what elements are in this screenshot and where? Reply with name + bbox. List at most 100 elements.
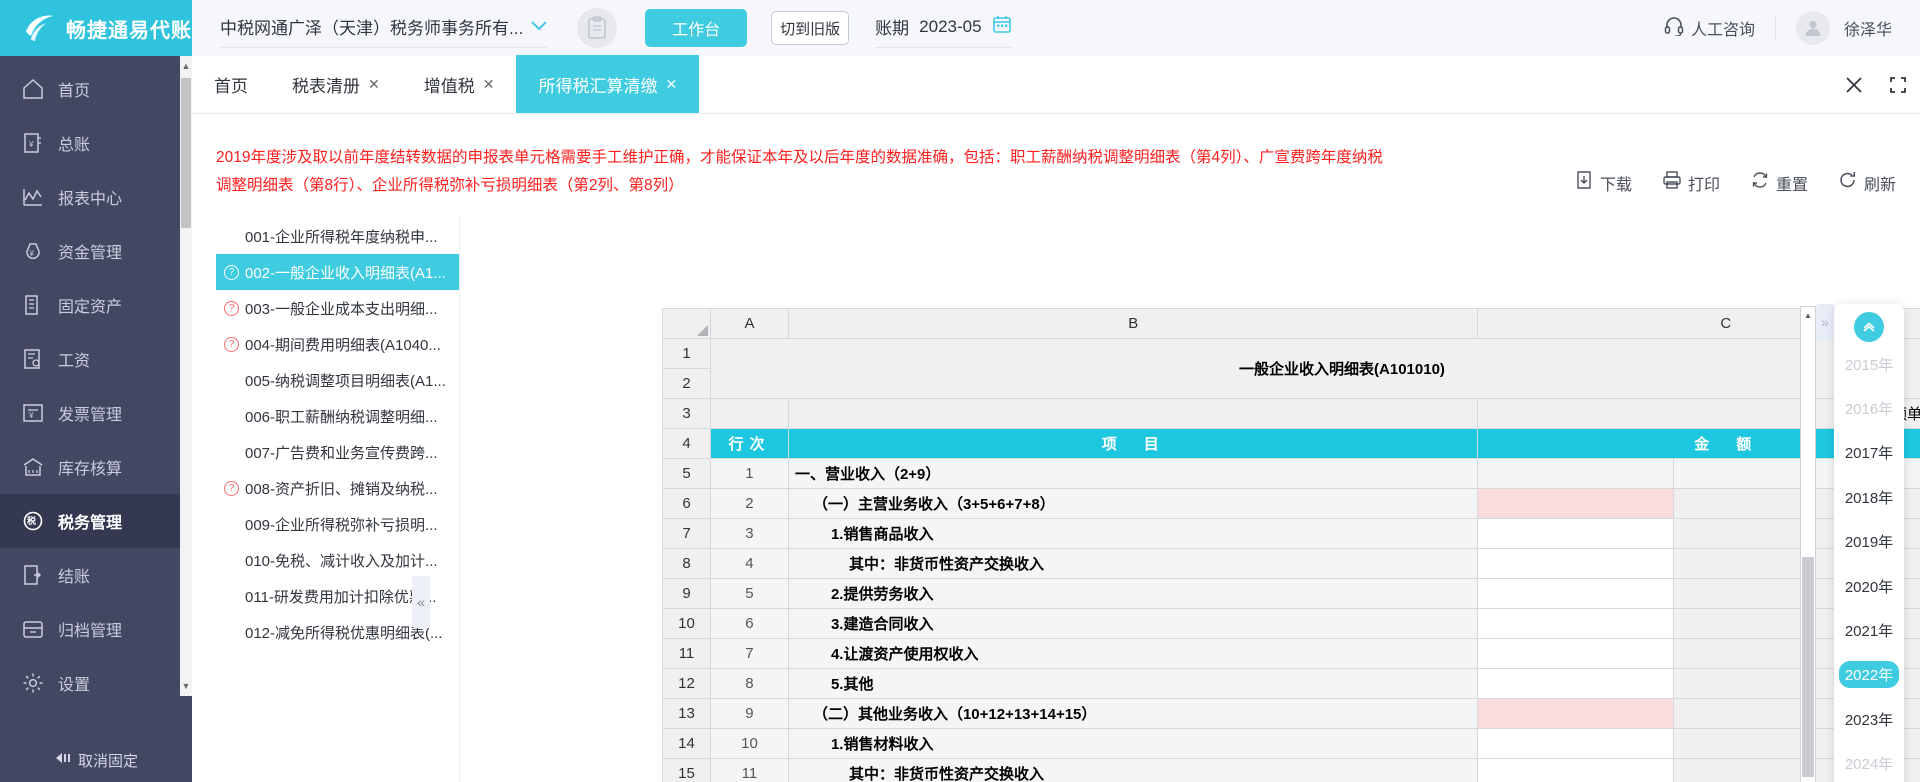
cell-item[interactable]: 其中：非货币性资产交换收入 [787,758,1479,782]
cell-row-no[interactable]: 2 [709,488,789,519]
tab-3[interactable]: 增值税 ✕ [402,55,517,113]
cell-item[interactable]: 一、营业收入（2+9） [787,458,1479,489]
consult-button[interactable]: 人工咨询 [1664,16,1755,41]
scrollbar-thumb[interactable] [1802,557,1814,777]
year-item-2[interactable]: 2016年 [1844,401,1894,419]
column-header-B[interactable]: B [787,308,1479,339]
row-header-14[interactable]: 14 [662,728,711,759]
page-vertical-scrollbar[interactable]: ▲ ▼ [1800,306,1816,782]
toolbar-重置[interactable]: 重置 [1750,170,1808,195]
collapse-form-list-button[interactable]: « [412,576,430,628]
cell-amount[interactable] [1477,488,1675,519]
year-item-7[interactable]: 2021年 [1844,623,1894,641]
row-header-5[interactable]: 5 [662,458,711,489]
cell-item[interactable]: 1.销售材料收入 [787,728,1479,759]
cell-row-no[interactable]: 10 [709,728,789,759]
cell-amount[interactable] [1477,458,1675,489]
cell-amount[interactable] [1477,638,1675,669]
year-item-9[interactable]: 2023年 [1844,711,1894,729]
period-selector[interactable]: 账期 2023-05 [875,8,1012,48]
sidebar-item-1[interactable]: 首页 [0,62,192,116]
form-list-item-4[interactable]: ? 004-期间费用明细表(A1040... [216,326,459,362]
cell-row-no[interactable]: 7 [709,638,789,669]
cell-amount[interactable] [1477,608,1675,639]
user-name[interactable]: 徐泽华 [1843,22,1892,39]
tab-close-icon[interactable]: ✕ [368,75,380,92]
sidebar-item-9[interactable]: 税 税务管理 [0,494,192,548]
tab-close-icon[interactable]: ✕ [482,75,495,92]
calendar-icon[interactable] [992,14,1012,39]
form-list-item-7[interactable]: 007-广告费和业务宣传费跨... [216,434,459,470]
scrollbar-thumb[interactable] [181,78,191,228]
toolbar-下载[interactable]: 下载 [1574,170,1632,195]
sidebar-item-7[interactable]: ¥ 发票管理 [0,386,192,440]
year-item-8[interactable]: 2022年 [1838,661,1900,689]
cell-item[interactable]: 其中：非货币性资产交换收入 [787,548,1479,579]
form-list-item-8[interactable]: ? 008-资产折旧、摊销及纳税... [216,470,459,506]
fullscreen-icon[interactable] [1876,56,1920,114]
sidebar-item-11[interactable]: 归档管理 [0,602,192,656]
expand-year-panel-button[interactable]: » [1816,304,1834,340]
tab-1[interactable]: 首页 [192,55,270,113]
select-all-corner[interactable] [662,308,711,339]
cell-item[interactable]: （二）其他业务收入（10+12+13+14+15） [787,698,1479,729]
form-list-item-12[interactable]: 012-减免所得税优惠明细表(... [216,614,459,650]
cell-row-no[interactable]: 3 [709,518,789,549]
cell-amount[interactable] [1477,578,1675,609]
cell-row-no[interactable]: 6 [709,608,789,639]
cell-item[interactable]: （一）主营业务收入（3+5+6+7+8） [787,488,1479,519]
sidebar-item-2[interactable]: ¥ 总账 [0,116,192,170]
year-item-4[interactable]: 2018年 [1844,489,1894,507]
row-header-8[interactable]: 8 [662,548,711,579]
cell-item[interactable]: 2.提供劳务收入 [787,578,1479,609]
switch-old-version-button[interactable]: 切到旧版 [771,11,850,45]
tab-close-icon[interactable]: ✕ [665,75,678,92]
row-header-4[interactable]: 4 [662,428,711,459]
cell-row-no[interactable]: 1 [709,458,789,489]
form-list-item-9[interactable]: 009-企业所得税弥补亏损明... [216,506,459,542]
sidebar-item-5[interactable]: 固定资产 [0,278,192,332]
row-header-2[interactable]: 2 [662,368,711,399]
sidebar-item-3[interactable]: 报表中心 [0,170,192,224]
unpin-sidebar-button[interactable]: 取消固定 [0,738,192,782]
header-row-no[interactable]: 行次 [709,428,789,459]
form-list-item-3[interactable]: ? 003-一般企业成本支出明细... [216,290,459,326]
row-header-9[interactable]: 9 [662,578,711,609]
close-icon[interactable] [1832,56,1876,114]
form-list-item-10[interactable]: 010-免税、减计收入及加计... [216,542,459,578]
scroll-down-arrow-icon[interactable]: ▼ [181,681,191,691]
cell-a3[interactable] [709,398,789,429]
sheet-title-cell[interactable]: 一般企业收入明细表(A101010) [709,338,1920,399]
avatar[interactable] [1795,11,1830,45]
year-item-5[interactable]: 2019年 [1844,534,1894,552]
row-header-6[interactable]: 6 [662,488,711,519]
company-selector[interactable]: 中税网通广泽（天津）税务师事务所有... [220,8,548,48]
row-header-7[interactable]: 7 [662,518,711,549]
sidebar-scrollbar[interactable]: ▲ ▼ [180,56,192,696]
document-icon[interactable] [577,8,618,48]
toolbar-打印[interactable]: 打印 [1662,170,1720,195]
sidebar-item-8[interactable]: 库存核算 [0,440,192,494]
cell-b3[interactable] [787,398,1479,429]
scroll-up-arrow-icon[interactable]: ▲ [181,61,191,71]
cell-item[interactable]: 3.建造合同收入 [787,608,1479,639]
cell-row-no[interactable]: 9 [709,698,789,729]
cell-row-no[interactable]: 4 [709,548,789,579]
cell-amount[interactable] [1477,758,1675,782]
column-header-A[interactable]: A [709,308,789,339]
form-list-item-2[interactable]: ? 002-一般企业收入明细表(A1... [216,254,459,290]
sidebar-item-4[interactable]: ¥ 资金管理 [0,224,192,278]
sidebar-item-10[interactable]: 结账 [0,548,192,602]
sidebar-item-12[interactable]: 设置 [0,656,192,696]
workbench-button[interactable]: 工作台 [645,9,748,47]
cell-amount[interactable] [1477,728,1675,759]
row-header-15[interactable]: 15 [662,758,711,782]
tab-4[interactable]: 所得税汇算清缴 ✕ [516,55,700,113]
row-header-11[interactable]: 11 [662,638,711,669]
cell-row-no[interactable]: 11 [709,758,789,782]
row-header-3[interactable]: 3 [662,398,711,429]
cell-row-no[interactable]: 8 [709,668,789,699]
year-item-3[interactable]: 2017年 [1844,445,1894,463]
year-item-1[interactable]: 2015年 [1844,356,1894,374]
